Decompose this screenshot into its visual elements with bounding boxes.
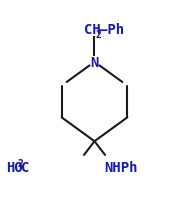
Text: HO: HO [6, 160, 23, 174]
Text: N: N [90, 55, 99, 69]
Text: CH: CH [84, 23, 101, 37]
Text: —Ph: —Ph [99, 23, 124, 37]
Text: 2: 2 [96, 30, 102, 40]
Text: NHPh: NHPh [104, 160, 137, 174]
Text: 2: 2 [18, 158, 24, 168]
Text: C: C [21, 160, 29, 174]
